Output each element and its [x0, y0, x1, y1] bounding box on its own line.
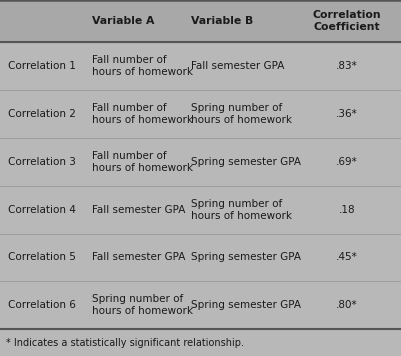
Text: Spring semester GPA: Spring semester GPA [190, 252, 300, 262]
Bar [0, 186, 401, 234]
Text: Variable B: Variable B [190, 16, 253, 26]
Text: Spring number of
hours of homework: Spring number of hours of homework [92, 294, 193, 316]
Text: .69*: .69* [335, 157, 357, 167]
Bar [0, 0, 401, 42]
Text: Fall semester GPA: Fall semester GPA [92, 205, 185, 215]
Text: Variable A: Variable A [92, 16, 154, 26]
Text: Fall number of
hours of homework: Fall number of hours of homework [92, 55, 193, 77]
Text: Correlation 4: Correlation 4 [8, 205, 76, 215]
Text: .45*: .45* [335, 252, 357, 262]
Text: .18: .18 [338, 205, 354, 215]
Text: Fall number of
hours of homework: Fall number of hours of homework [92, 151, 193, 173]
Bar [0, 42, 401, 90]
Text: Fall semester GPA: Fall semester GPA [92, 252, 185, 262]
Bar [0, 282, 401, 329]
Text: Correlation
Coefficient: Correlation Coefficient [312, 10, 380, 32]
Text: Fall number of
hours of homework: Fall number of hours of homework [92, 103, 193, 125]
Bar [0, 329, 401, 356]
Text: Spring semester GPA: Spring semester GPA [190, 300, 300, 310]
Text: * Indicates a statistically significant relationship.: * Indicates a statistically significant … [6, 337, 243, 348]
Text: .83*: .83* [335, 61, 357, 71]
Text: Correlation 3: Correlation 3 [8, 157, 76, 167]
Text: Correlation 6: Correlation 6 [8, 300, 76, 310]
Text: Correlation 5: Correlation 5 [8, 252, 76, 262]
Text: Spring number of
hours of homework: Spring number of hours of homework [190, 103, 291, 125]
Bar [0, 90, 401, 138]
Bar [0, 234, 401, 281]
Text: Spring number of
hours of homework: Spring number of hours of homework [190, 199, 291, 221]
Text: .80*: .80* [335, 300, 356, 310]
Text: Fall semester GPA: Fall semester GPA [190, 61, 284, 71]
Text: Correlation 2: Correlation 2 [8, 109, 76, 119]
Text: Correlation 1: Correlation 1 [8, 61, 76, 71]
Text: .36*: .36* [335, 109, 357, 119]
Bar [0, 138, 401, 186]
Text: Spring semester GPA: Spring semester GPA [190, 157, 300, 167]
